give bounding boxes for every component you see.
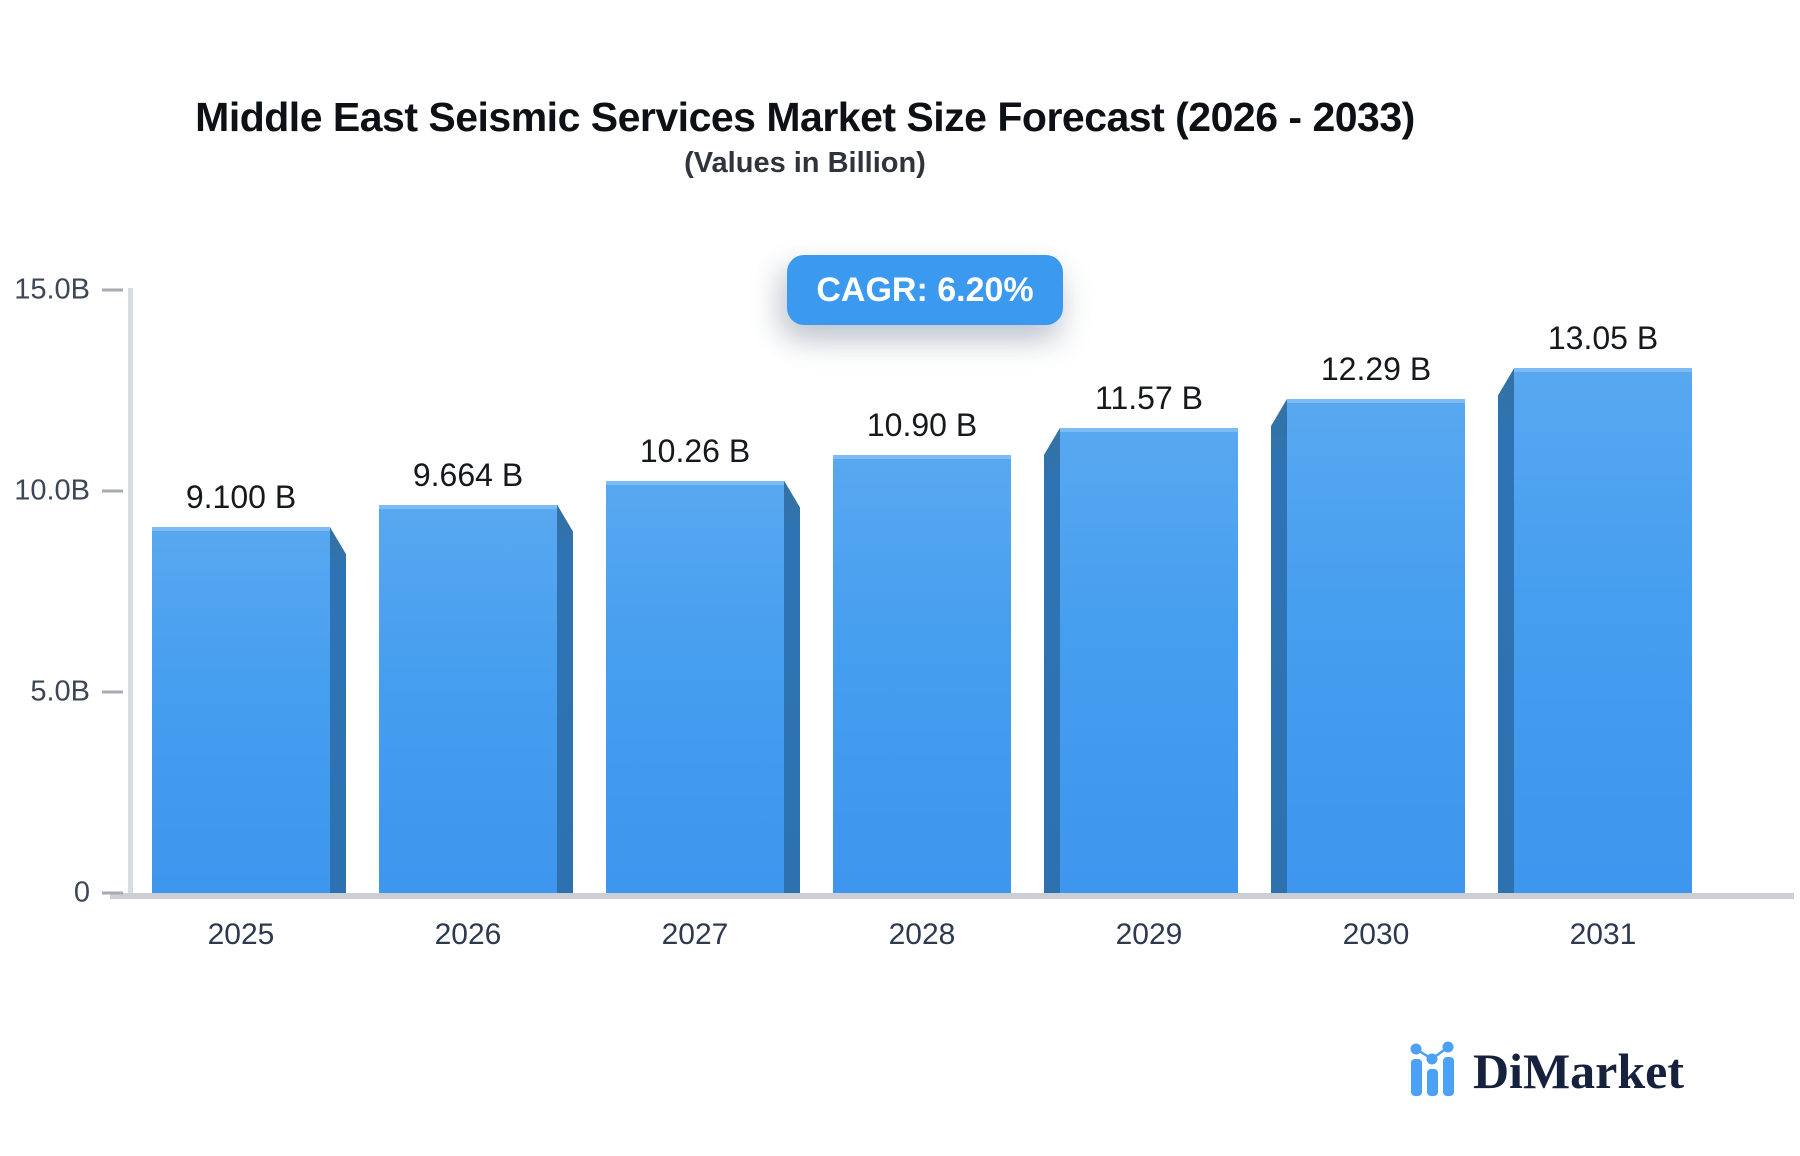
chart-title: Middle East Seismic Services Market Size… xyxy=(195,94,1415,140)
cagr-badge: CAGR: 6.20% xyxy=(787,255,1063,325)
x-axis-tick-label: 2031 xyxy=(1569,918,1637,951)
bar-value-label: 12.29 B xyxy=(1320,350,1432,387)
y-axis-tick-mark xyxy=(102,489,123,493)
y-axis-tick-label: 0 xyxy=(73,876,90,909)
bar-value-label: 9.664 B xyxy=(412,456,524,493)
bar-value-label: 9.100 B xyxy=(185,479,297,516)
bar-2027 xyxy=(606,480,784,893)
bar-value-label: 13.05 B xyxy=(1547,320,1659,357)
mini-bar-chart-logo-icon xyxy=(1410,1041,1454,1096)
chart-subtitle: (Values in Billion) xyxy=(684,147,926,179)
bar-2025 xyxy=(152,527,330,893)
bar-3d-side xyxy=(330,527,346,893)
y-axis-tick-mark xyxy=(102,891,123,895)
x-axis-tick-label: 2027 xyxy=(661,918,729,951)
y-axis-tick-label: 5.0B xyxy=(30,675,90,708)
x-axis-tick-label: 2026 xyxy=(434,918,502,951)
y-axis-line xyxy=(128,288,133,893)
bar-3d-side xyxy=(1044,427,1060,893)
bar-value-label: 10.90 B xyxy=(866,406,978,443)
y-axis-tick-mark xyxy=(102,690,123,694)
bar-3d-side xyxy=(1498,368,1514,893)
x-axis-tick-label: 2028 xyxy=(888,918,956,951)
bar-2030 xyxy=(1287,398,1465,893)
brand-name: DiMarket xyxy=(1472,1043,1684,1099)
bar-2026 xyxy=(379,504,557,893)
bar-2031 xyxy=(1514,368,1692,893)
y-axis-tick-label: 15.0B xyxy=(14,273,90,306)
x-axis-baseline xyxy=(110,893,1794,899)
bar-2028 xyxy=(833,454,1011,893)
bar-3d-side xyxy=(1271,398,1287,893)
bar-3d-side xyxy=(557,504,573,893)
brand-logo: DiMarket xyxy=(1407,1040,1684,1096)
y-axis-tick-label: 10.0B xyxy=(14,474,90,507)
y-axis-tick-mark xyxy=(102,288,123,292)
bar-2029 xyxy=(1060,427,1238,893)
x-axis-tick-label: 2029 xyxy=(1115,918,1183,951)
x-axis-tick-label: 2030 xyxy=(1342,918,1410,951)
bar-value-label: 11.57 B xyxy=(1095,379,1203,416)
cagr-badge-label: CAGR: 6.20% xyxy=(816,270,1034,309)
bar-value-label: 10.26 B xyxy=(639,432,751,469)
x-axis-tick-label: 2025 xyxy=(207,918,275,951)
bar-3d-side xyxy=(784,480,800,893)
